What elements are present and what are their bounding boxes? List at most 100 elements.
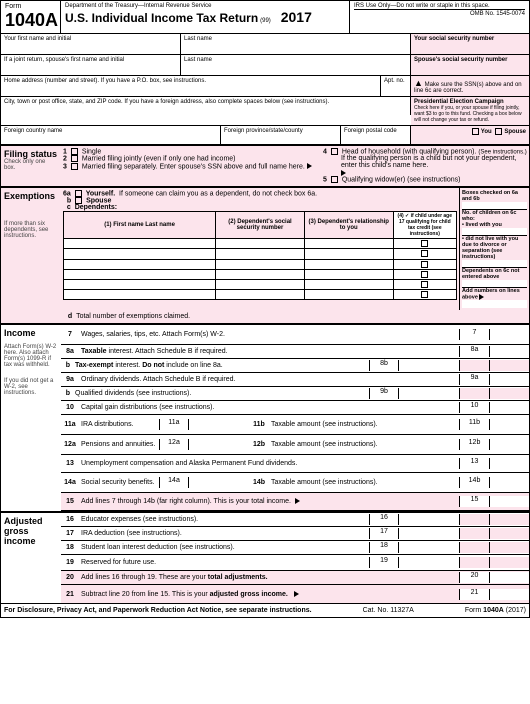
form-1040a: Form 1040A Department of the Treasury—In…: [0, 0, 530, 618]
dependents-table: (1) First name Last name (2) Dependent's…: [63, 211, 457, 299]
dep-row[interactable]: [64, 259, 457, 269]
filing-sub: Check only one box.: [4, 159, 58, 171]
exemptions-section: Exemptions If more than six dependents, …: [1, 187, 529, 324]
status-5: 5 Qualifying widow(er) (see instructions…: [323, 176, 527, 183]
line-6a: 6a Yourself. If someone can claim you as…: [63, 190, 457, 197]
line-6c: c Dependents:: [63, 204, 457, 211]
dep-col-3: (3) Dependent's relationship to you: [304, 212, 393, 239]
line-14a-text: Social security benefits.: [79, 479, 159, 486]
line-11b-amt[interactable]: [489, 419, 529, 430]
tax-year: 2017: [281, 9, 312, 25]
notlive-field[interactable]: [462, 260, 527, 268]
line-21-text: Subtract line 20 from line 15. This is y…: [79, 591, 459, 598]
status-4: 4 Head of household (with qualifying per…: [323, 148, 527, 155]
line-18-text: Student loan interest deduction (see ins…: [79, 544, 369, 551]
line-13-text: Unemployment compensation and Alaska Per…: [79, 460, 459, 467]
line-7-amt[interactable]: [489, 329, 529, 340]
spouse-checkbox[interactable]: [495, 128, 502, 135]
line-14b-text: Taxable amount (see instructions).: [269, 479, 459, 486]
line-19-text: Reserved for future use.: [79, 559, 369, 566]
children-label: No. of children on 6c who:: [462, 210, 527, 222]
dep-col-4: (4) ✓ if child under age 17 qualifying f…: [393, 212, 456, 239]
dep6c-field[interactable]: [462, 280, 527, 288]
line-15-amt[interactable]: [489, 496, 529, 507]
form-suffix: (99): [260, 18, 271, 24]
mfs-checkbox[interactable]: [71, 163, 78, 170]
yourself-checkbox[interactable]: [75, 190, 82, 197]
agi-title: Adjusted gross income: [1, 513, 61, 603]
line-11a-text: IRA distributions.: [79, 421, 159, 428]
ssn-field[interactable]: Your social security number: [411, 34, 529, 54]
foreign-country-field[interactable]: Foreign country name: [1, 126, 221, 144]
line-20-amt[interactable]: [489, 572, 529, 583]
you-checkbox[interactable]: [472, 128, 479, 135]
dep-row[interactable]: [64, 279, 457, 289]
line-21-amt[interactable]: [489, 589, 529, 600]
dep-col-1: (1) First name Last name: [64, 212, 216, 239]
spouse-exempt-checkbox[interactable]: [75, 197, 82, 204]
filing-status-title: Filing status Check only one box.: [1, 146, 61, 186]
form-footer: For Disclosure, Privacy Act, and Paperwo…: [1, 603, 529, 617]
line-9b-text: Qualified dividends (see instructions).: [73, 390, 369, 397]
line-15-text: Add lines 7 through 14b (far right colum…: [79, 498, 459, 505]
qw-checkbox[interactable]: [331, 176, 338, 183]
agi-section: Adjusted gross income 16Educator expense…: [1, 512, 529, 603]
form-header: Form 1040A Department of the Treasury—In…: [1, 1, 529, 34]
city-field[interactable]: City, town or post office, state, and ZI…: [1, 97, 411, 115]
line-6b: b Spouse: [63, 197, 457, 204]
dep-row[interactable]: [64, 289, 457, 299]
ssn-note: Make sure the SSN(s) above and on line 6…: [414, 82, 522, 94]
form-label: Form: [5, 3, 56, 10]
lived-field[interactable]: [462, 228, 527, 236]
omb-number: OMB No. 1545-0074: [354, 9, 525, 17]
dep-row[interactable]: [64, 249, 457, 259]
address-field[interactable]: Home address (number and street). If you…: [1, 76, 381, 96]
line-13-amt[interactable]: [489, 458, 529, 469]
spouse-ssn-field[interactable]: Spouse's social security number: [411, 55, 529, 75]
line-12b-text: Taxable amount (see instructions).: [269, 441, 459, 448]
line-8a-text: Taxable Taxable interest. Attach Schedul…: [79, 348, 459, 355]
line-10-amt[interactable]: [489, 402, 529, 413]
pres-text: Check here if you, or your spouse if fil…: [414, 105, 526, 123]
foreign-row: Foreign country name Foreign province/st…: [1, 126, 529, 145]
addnum-label: Add numbers on lines above: [462, 288, 527, 300]
line-11b-text: Taxable amount (see instructions).: [269, 421, 459, 428]
status-2: 2 Married filing jointly (even if only o…: [63, 155, 323, 162]
line-17-text: IRA deduction (see instructions).: [79, 530, 369, 537]
spouse-name-row: If a joint return, spouse's first name a…: [1, 55, 529, 76]
disclosure-text: For Disclosure, Privacy Act, and Paperwo…: [4, 607, 312, 614]
line-12b-amt[interactable]: [489, 439, 529, 450]
addnum-field[interactable]: [462, 300, 527, 308]
single-checkbox[interactable]: [71, 148, 78, 155]
line-9a-amt[interactable]: [489, 374, 529, 385]
mfj-checkbox[interactable]: [71, 155, 78, 162]
spouse-last-field[interactable]: Last name: [181, 55, 411, 75]
hoh-checkbox[interactable]: [331, 148, 338, 155]
spouse-first-field[interactable]: If a joint return, spouse's first name a…: [1, 55, 181, 75]
cat-number: Cat. No. 11327A: [363, 607, 414, 614]
line-8b-text: Tax-exempt interest. Do not include on l…: [73, 362, 369, 369]
form-number: 1040A: [5, 10, 56, 31]
income-title: Income Attach Form(s) W-2 here. Also att…: [1, 325, 61, 511]
line-14b-amt[interactable]: [489, 477, 529, 488]
income-section: Income Attach Form(s) W-2 here. Also att…: [1, 324, 529, 512]
income-sub2: If you did not get a W-2, see instructio…: [4, 378, 58, 396]
line-8a-amt[interactable]: [489, 346, 529, 357]
apt-field[interactable]: Apt. no.: [381, 76, 411, 96]
dep-col-2: (2) Dependent's social security number: [216, 212, 305, 239]
boxes-checked-label: Boxes checked on 6a and 6b: [462, 190, 527, 202]
foreign-province-field[interactable]: Foreign province/state/county: [221, 126, 341, 144]
dep-row[interactable]: [64, 269, 457, 279]
form-title: U.S. Individual Income Tax Return: [65, 11, 258, 25]
city-row: City, town or post office, state, and ZI…: [1, 97, 529, 126]
exemptions-sub: If more than six dependents, see instruc…: [4, 221, 58, 239]
name-row: Your first name and initial Last name Yo…: [1, 34, 529, 55]
dep-row[interactable]: [64, 239, 457, 249]
first-name-field[interactable]: Your first name and initial: [1, 34, 181, 54]
line-10-text: Capital gain distributions (see instruct…: [79, 404, 459, 411]
last-name-field[interactable]: Last name: [181, 34, 411, 54]
you-label: You: [481, 129, 492, 135]
status-4-note: If the qualifying person is a child but …: [323, 155, 527, 169]
boxes-checked-field[interactable]: [462, 202, 527, 210]
foreign-postal-field[interactable]: Foreign postal code: [341, 126, 411, 144]
